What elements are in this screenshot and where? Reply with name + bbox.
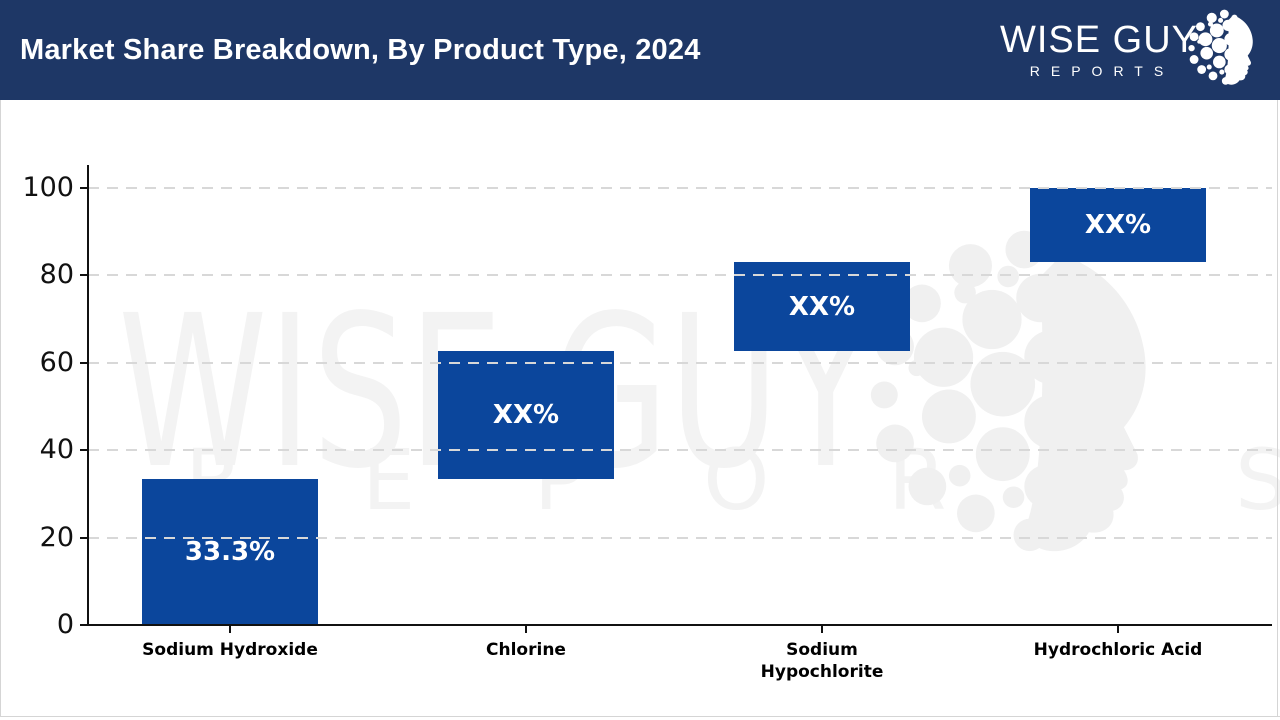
bar-sodium-hydroxide: 33.3%	[142, 479, 318, 625]
brand-name: WISE GUY	[999, 19, 1198, 61]
y-tick-mark	[80, 186, 88, 189]
page-title: Market Share Breakdown, By Product Type,…	[20, 33, 701, 66]
gridline-100	[88, 186, 1272, 189]
y-tick-label: 40	[39, 434, 74, 465]
brand-head-icon	[1188, 9, 1253, 85]
category-label-hydrochloric-acid: Hydrochloric Acid	[998, 639, 1238, 661]
y-tick-label: 20	[39, 521, 74, 553]
brand-logo: WISE GUY REPORTS	[1000, 0, 1266, 100]
gridline-20	[88, 536, 1272, 539]
bar-hydrochloric-acid: XX%	[1030, 187, 1206, 263]
bar-value-label: XX%	[788, 291, 856, 322]
y-tick-label: 80	[39, 259, 74, 290]
category-label-line: Hydrochloric Acid	[1033, 640, 1203, 660]
y-tick-mark	[80, 624, 88, 626]
category-label-line: Sodium Hydroxide	[142, 640, 318, 660]
category-label-chlorine: Chlorine	[406, 639, 646, 661]
x-tick-mark	[525, 626, 527, 633]
gridline-40	[88, 449, 1272, 451]
bar-value-label: XX%	[1084, 209, 1152, 240]
y-tick-mark	[80, 361, 88, 364]
y-axis-line	[87, 165, 89, 626]
category-label-line: Hypochlorite	[760, 662, 884, 682]
x-tick-mark	[821, 626, 823, 633]
x-tick-mark	[229, 626, 231, 633]
y-tick-label: 60	[39, 346, 74, 378]
watermark-head-icon	[870, 230, 1146, 552]
bar-chlorine: XX%	[438, 351, 614, 480]
y-tick-label: 0	[56, 609, 74, 640]
y-tick-mark	[80, 536, 88, 539]
bar-sodium-hypochlorite: XX%	[734, 262, 910, 352]
category-label-sodium-hydroxide: Sodium Hydroxide	[110, 639, 350, 661]
brand-subtitle: REPORTS	[1029, 63, 1175, 79]
gridline-80	[88, 274, 1272, 276]
frame-line-left	[0, 100, 1, 717]
category-label-line: Chlorine	[486, 640, 566, 660]
x-tick-mark	[1117, 626, 1119, 633]
frame-line-bottom	[0, 716, 1280, 717]
bar-value-label: XX%	[492, 400, 560, 431]
y-tick-mark	[80, 449, 88, 451]
gridline-60	[88, 361, 1272, 364]
header-bar: Market Share Breakdown, By Product Type,…	[0, 0, 1280, 100]
frame-line-right	[1277, 100, 1278, 717]
y-tick-mark	[80, 274, 88, 276]
category-label-line: Sodium	[786, 640, 858, 660]
x-axis-line	[87, 624, 1272, 626]
bar-value-label: 33.3%	[184, 537, 276, 568]
y-tick-label: 100	[22, 171, 74, 203]
category-label-sodium-hypochlorite: Sodium Hypochlorite	[702, 639, 942, 683]
brand-logo-text: WISE GUY REPORTS	[1000, 21, 1198, 79]
